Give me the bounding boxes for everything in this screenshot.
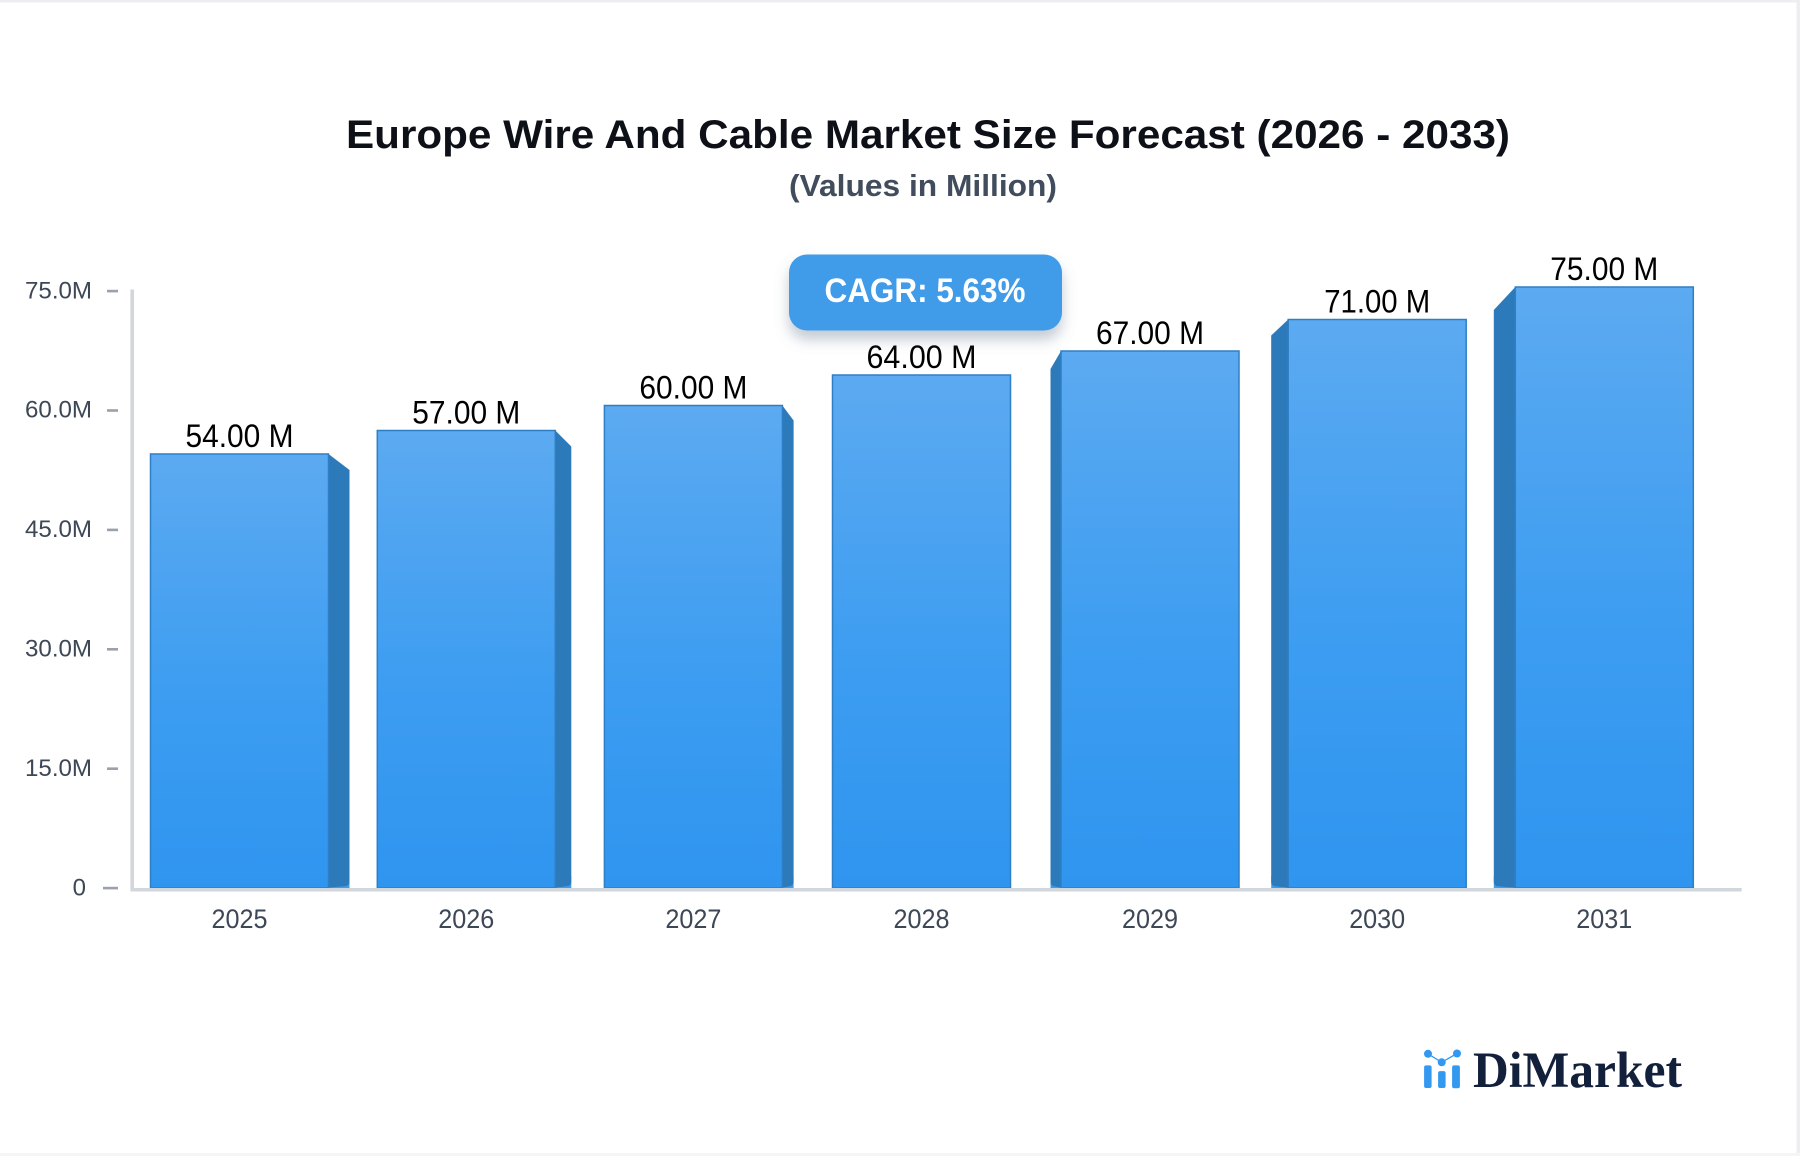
svg-text:2031: 2031 (1576, 904, 1632, 934)
svg-text:2026: 2026 (438, 904, 494, 934)
svg-text:60.00 M: 60.00 M (639, 370, 747, 406)
svg-text:DiMarket: DiMarket (1473, 1043, 1682, 1099)
svg-text:(Values in Million): (Values in Million) (789, 168, 1057, 203)
svg-text:57.00 M: 57.00 M (412, 395, 520, 431)
svg-text:30.0M: 30.0M (25, 636, 92, 663)
svg-text:71.00 M: 71.00 M (1324, 284, 1430, 320)
svg-text:67.00 M: 67.00 M (1096, 315, 1204, 351)
svg-text:60.0M: 60.0M (25, 397, 92, 424)
svg-text:2029: 2029 (1122, 904, 1178, 934)
svg-text:75.0M: 75.0M (25, 277, 92, 304)
svg-text:2030: 2030 (1349, 904, 1405, 934)
svg-text:15.0M: 15.0M (25, 755, 92, 782)
svg-text:2027: 2027 (665, 904, 721, 934)
svg-text:CAGR: 5.63%: CAGR: 5.63% (825, 272, 1026, 310)
svg-text:54.00 M: 54.00 M (186, 418, 294, 454)
svg-text:2028: 2028 (894, 904, 950, 934)
svg-text:2025: 2025 (212, 904, 268, 934)
svg-text:75.00 M: 75.00 M (1550, 251, 1658, 287)
svg-text:45.0M: 45.0M (25, 516, 92, 543)
svg-text:Europe Wire And Cable Market S: Europe Wire And Cable Market Size Foreca… (346, 113, 1510, 157)
svg-text:64.00 M: 64.00 M (867, 339, 977, 375)
svg-text:0: 0 (73, 874, 86, 901)
